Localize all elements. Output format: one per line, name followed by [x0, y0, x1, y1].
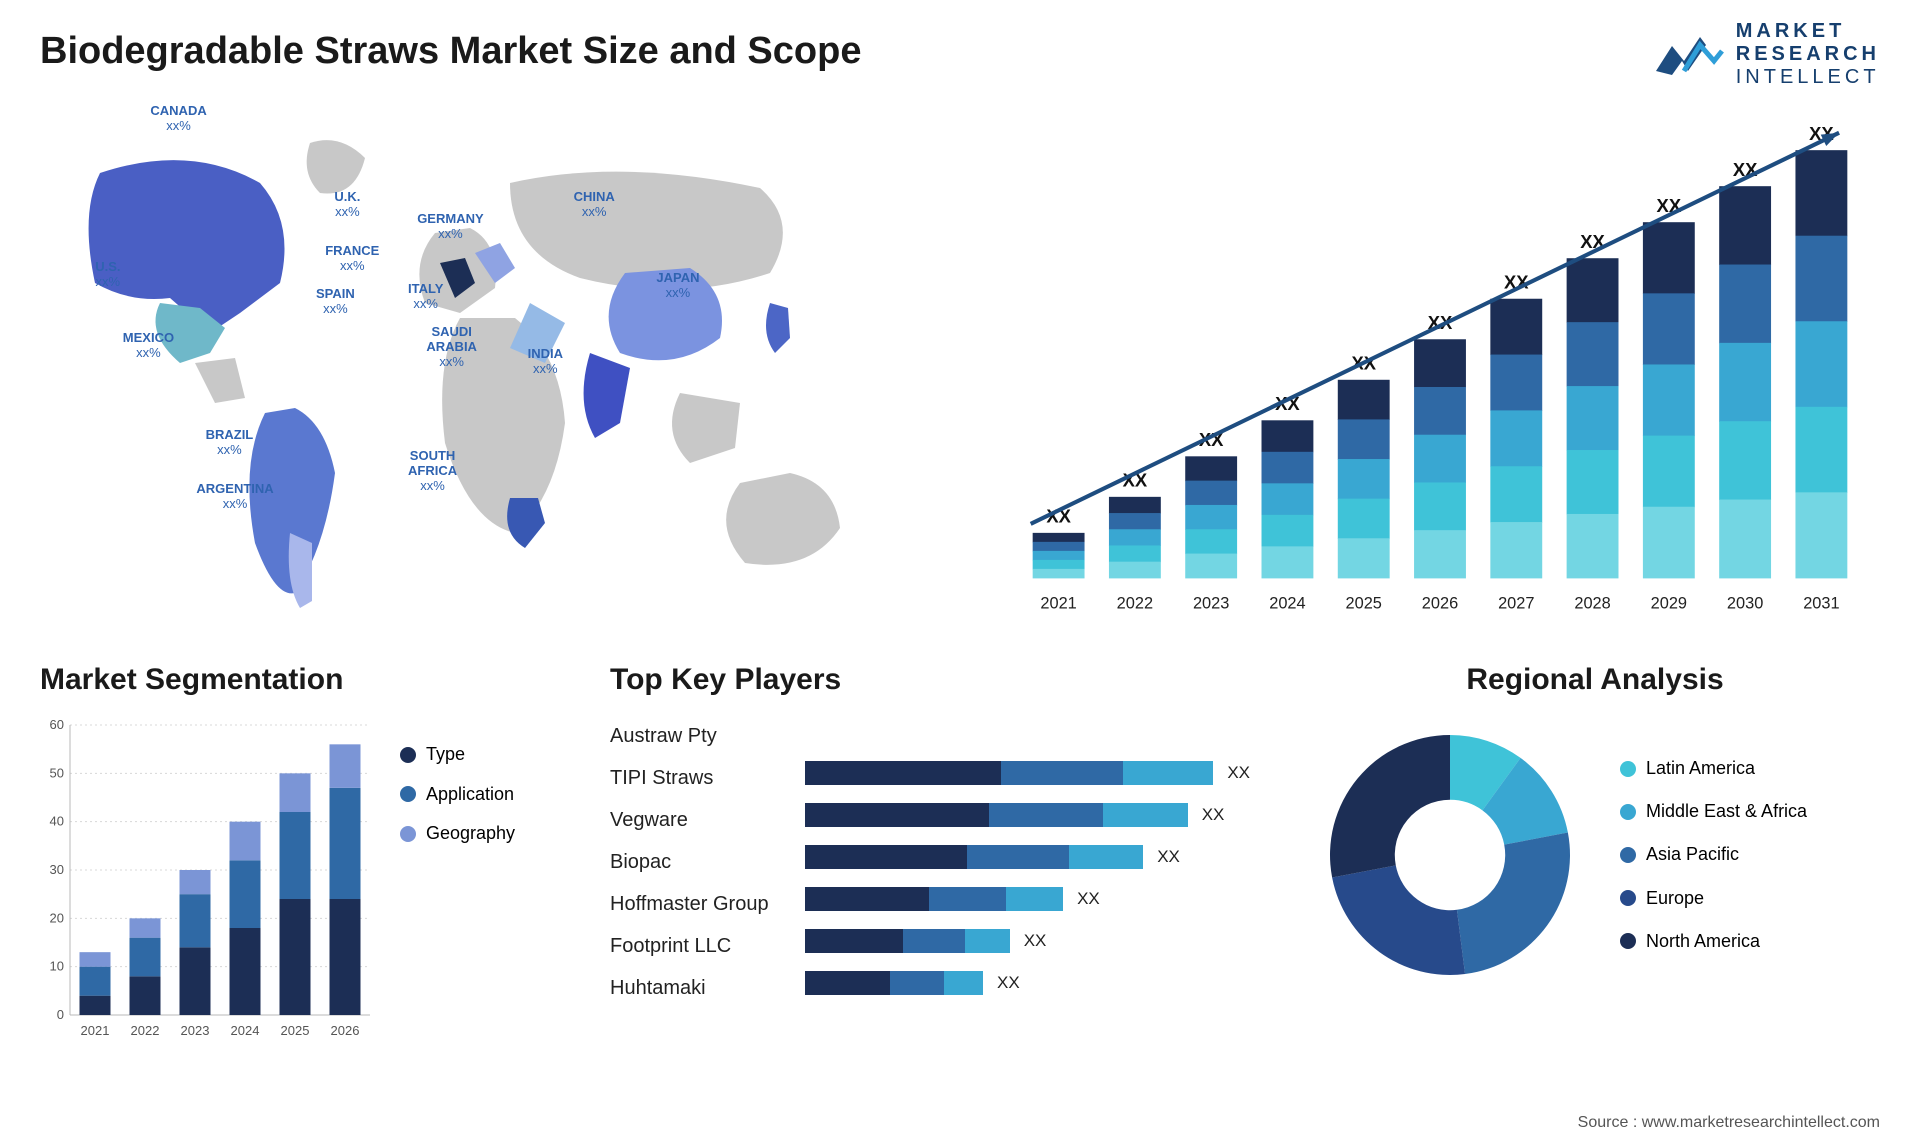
svg-text:2024: 2024 [1269, 595, 1305, 613]
legend-item: Europe [1620, 877, 1807, 920]
player-bar-row: XX [805, 801, 1250, 829]
player-bar-row: XX [805, 843, 1250, 871]
country-label: FRANCExx% [325, 244, 379, 274]
svg-text:40: 40 [50, 814, 64, 829]
legend-item: Application [400, 775, 515, 815]
segmentation-panel: Market Segmentation 0 10 20 30 40 50 60 2021 202… [40, 663, 570, 1083]
logo-line3: INTELLECT [1736, 66, 1880, 89]
svg-text:2021: 2021 [1040, 595, 1076, 613]
country-label: ARGENTINAxx% [196, 482, 273, 512]
country-label: U.K.xx% [334, 190, 360, 220]
player-name: Biopac [610, 841, 790, 883]
svg-text:2028: 2028 [1574, 595, 1610, 613]
world-map-panel: CANADAxx% U.S.xx% MEXICOxx% BRAZILxx% ARGENT… [40, 93, 960, 633]
country-label: SOUTHAFRICAxx% [408, 449, 457, 494]
page-title: Biodegradable Straws Market Size and Sco… [40, 30, 1880, 73]
country-label: INDIAxx% [528, 347, 563, 377]
regional-title: Regional Analysis [1310, 663, 1880, 697]
svg-text:2025: 2025 [1346, 595, 1382, 613]
svg-text:2026: 2026 [1422, 595, 1458, 613]
svg-text:20: 20 [50, 910, 64, 925]
regional-panel: Regional Analysis Latin AmericaMiddle Ea… [1290, 663, 1880, 1083]
key-players-panel: Top Key Players Austraw PtyTIPI StrawsVe… [610, 663, 1250, 1083]
svg-text:60: 60 [50, 717, 64, 732]
country-label: CHINAxx% [574, 190, 615, 220]
country-label: BRAZILxx% [206, 428, 254, 458]
source-text: Source : www.marketresearchintellect.com [1578, 1114, 1880, 1132]
player-name: Hoffmaster Group [610, 883, 790, 925]
player-bar-row: XX [805, 759, 1250, 787]
country-label: SAUDIARABIAxx% [426, 325, 477, 370]
country-label: CANADAxx% [150, 104, 206, 134]
svg-text:0: 0 [57, 1007, 64, 1022]
svg-text:30: 30 [50, 862, 64, 877]
svg-text:2022: 2022 [1117, 595, 1153, 613]
svg-text:2027: 2027 [1498, 595, 1534, 613]
country-label: U.S.xx% [95, 260, 120, 290]
svg-text:2029: 2029 [1651, 595, 1687, 613]
svg-text:2031: 2031 [1803, 595, 1839, 613]
country-label: MEXICOxx% [123, 331, 174, 361]
logo-mark-icon [1654, 31, 1724, 79]
svg-text:2024: 2024 [231, 1023, 260, 1038]
growth-chart: 2021XX2022XX2023XX2024XX2025XX2026XX2027… [1000, 93, 1880, 633]
svg-text:10: 10 [50, 959, 64, 974]
key-players-title: Top Key Players [610, 663, 1250, 697]
world-map-icon [40, 93, 960, 633]
logo-line2: RESEARCH [1736, 43, 1880, 66]
legend-item: Type [400, 735, 515, 775]
segmentation-title: Market Segmentation [40, 663, 570, 697]
svg-text:2023: 2023 [181, 1023, 210, 1038]
svg-text:2030: 2030 [1727, 595, 1763, 613]
svg-text:2022: 2022 [131, 1023, 160, 1038]
legend-item: Middle East & Africa [1620, 790, 1807, 833]
brand-logo: MARKET RESEARCH INTELLECT [1654, 20, 1880, 89]
svg-text:2021: 2021 [81, 1023, 110, 1038]
player-bar-row: XX [805, 969, 1250, 997]
svg-text:2026: 2026 [331, 1023, 360, 1038]
player-name: Vegware [610, 799, 790, 841]
player-name: Footprint LLC [610, 925, 790, 967]
svg-text:2023: 2023 [1193, 595, 1229, 613]
player-name: Austraw Pty [610, 715, 790, 757]
logo-line1: MARKET [1736, 20, 1880, 43]
legend-item: Latin America [1620, 747, 1807, 790]
legend-item: North America [1620, 920, 1807, 963]
svg-text:2025: 2025 [281, 1023, 310, 1038]
legend-item: Asia Pacific [1620, 833, 1807, 876]
player-bar-row: XX [805, 927, 1250, 955]
player-name: Huhtamaki [610, 967, 790, 1009]
country-label: JAPANxx% [656, 271, 699, 301]
player-bar-row: XX [805, 885, 1250, 913]
svg-text:50: 50 [50, 765, 64, 780]
country-label: ITALYxx% [408, 282, 443, 312]
legend-item: Geography [400, 814, 515, 854]
country-label: SPAINxx% [316, 287, 355, 317]
country-label: GERMANYxx% [417, 212, 483, 242]
player-name: TIPI Straws [610, 757, 790, 799]
